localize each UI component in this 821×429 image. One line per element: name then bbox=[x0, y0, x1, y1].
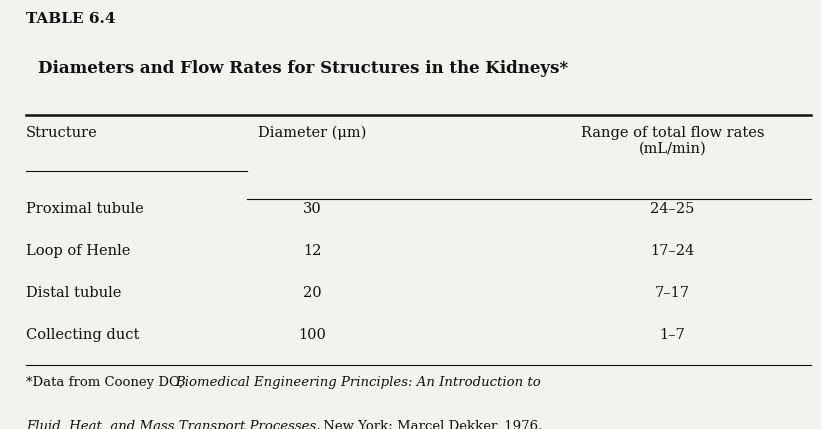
Text: Diameters and Flow Rates for Structures in the Kidneys*: Diameters and Flow Rates for Structures … bbox=[39, 60, 568, 77]
Text: Range of total flow rates
(mL/min): Range of total flow rates (mL/min) bbox=[580, 126, 764, 156]
Text: Diameter (μm): Diameter (μm) bbox=[258, 126, 366, 140]
Text: TABLE 6.4: TABLE 6.4 bbox=[26, 12, 116, 26]
Text: Fluid, Heat, and Mass Transport Processes.: Fluid, Heat, and Mass Transport Processe… bbox=[26, 420, 320, 429]
Text: 12: 12 bbox=[303, 245, 322, 258]
Text: Biomedical Engineering Principles: An Introduction to: Biomedical Engineering Principles: An In… bbox=[175, 376, 540, 389]
Text: Structure: Structure bbox=[26, 126, 98, 139]
Text: *Data from Cooney DO,: *Data from Cooney DO, bbox=[26, 376, 187, 389]
Text: Collecting duct: Collecting duct bbox=[26, 328, 140, 342]
Text: 30: 30 bbox=[303, 202, 322, 216]
Text: 7–17: 7–17 bbox=[655, 286, 690, 300]
Text: New York: Marcel Dekker, 1976.: New York: Marcel Dekker, 1976. bbox=[319, 420, 542, 429]
Text: Proximal tubule: Proximal tubule bbox=[26, 202, 144, 216]
Text: 17–24: 17–24 bbox=[650, 245, 695, 258]
Text: 24–25: 24–25 bbox=[650, 202, 695, 216]
Text: 20: 20 bbox=[303, 286, 322, 300]
Text: Loop of Henle: Loop of Henle bbox=[26, 245, 131, 258]
Text: Distal tubule: Distal tubule bbox=[26, 286, 122, 300]
Text: 100: 100 bbox=[298, 328, 326, 342]
Text: 1–7: 1–7 bbox=[659, 328, 686, 342]
